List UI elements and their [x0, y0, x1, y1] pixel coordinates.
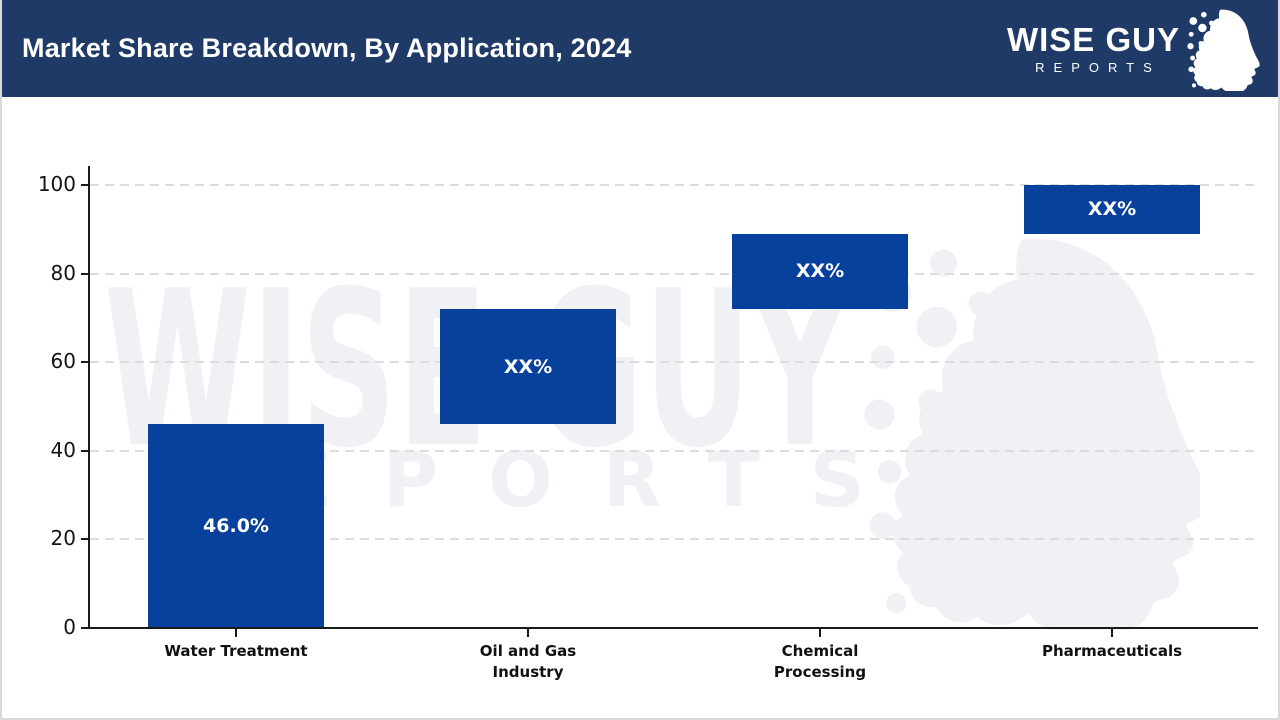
y-tick-mark — [81, 627, 90, 629]
bar-segment — [732, 233, 908, 310]
watermark-head-icon — [864, 238, 1200, 630]
logo-subtext: REPORTS — [1035, 59, 1161, 75]
y-tick-mark — [81, 184, 90, 186]
logo-head-icon — [1187, 9, 1260, 91]
y-tick-label: 40 — [50, 437, 76, 462]
y-tick-mark — [81, 272, 90, 275]
gridline — [90, 361, 1258, 364]
category-label: Oil and Gas Industry — [479, 642, 577, 681]
y-tick-mark — [81, 538, 90, 541]
category-label: Chemical Processing — [773, 642, 867, 681]
brand-logo: WISE GUY REPORTS — [1007, 7, 1262, 91]
bar-value-label: 46.0% — [203, 515, 269, 538]
y-tick-label: 20 — [50, 526, 76, 551]
bar-segment — [1024, 185, 1200, 234]
y-axis — [88, 166, 90, 629]
bar-segment — [440, 309, 616, 425]
bar-value-label: XX% — [503, 355, 553, 378]
y-tick-mark — [81, 449, 90, 452]
gridline — [90, 538, 1258, 541]
gridline — [90, 184, 1258, 186]
x-tick-mark — [235, 628, 237, 637]
bar-segment — [148, 424, 324, 628]
bar-value-label: XX% — [795, 260, 845, 283]
bar-value-label: XX% — [1087, 198, 1137, 221]
x-axis — [88, 627, 1258, 629]
gridline — [90, 272, 1258, 275]
y-tick-label: 60 — [50, 349, 76, 374]
x-tick-mark — [1111, 628, 1113, 637]
y-tick-label: 100 — [37, 172, 76, 196]
y-tick-mark — [81, 361, 90, 364]
x-tick-mark — [527, 628, 529, 637]
y-tick-label: 0 — [63, 615, 76, 639]
page-title: Market Share Breakdown, By Application, … — [22, 33, 632, 63]
logo-wordmark-block: WISE GUY REPORTS — [1007, 23, 1180, 75]
category-label: Pharmaceuticals — [1041, 642, 1183, 660]
header-bar: Market Share Breakdown, By Application, … — [2, 0, 1278, 97]
gridline — [90, 449, 1258, 452]
x-tick-mark — [819, 628, 821, 637]
y-tick-label: 80 — [50, 260, 76, 285]
category-label: Water Treatment — [164, 642, 308, 660]
logo-wordmark: WISE GUY — [1006, 20, 1180, 58]
